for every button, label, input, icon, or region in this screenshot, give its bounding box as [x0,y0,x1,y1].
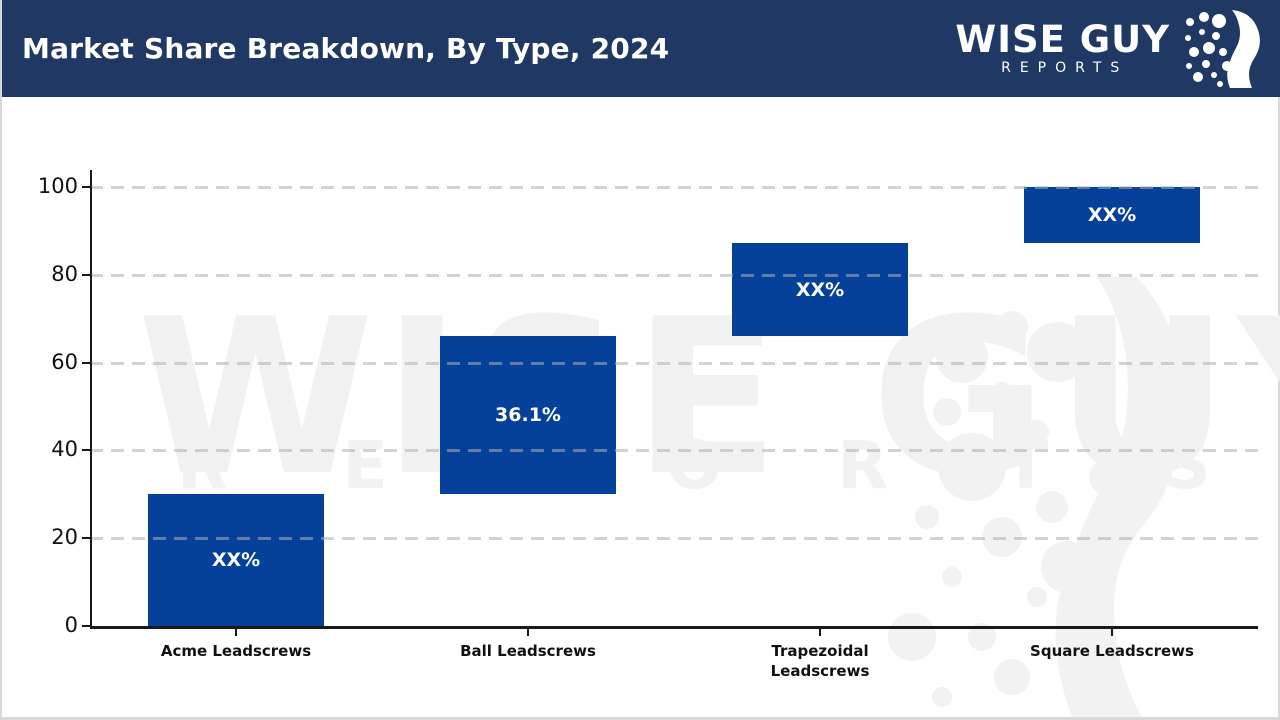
bar-value-label: XX% [211,549,261,572]
x-axis-category-label: Acme Leadscrews [160,642,312,660]
header-bar: Market Share Breakdown, By Type, 2024 WI… [2,0,1280,97]
y-axis-tick-mark [82,361,90,364]
waterfall-bar: 36.1% [440,335,616,495]
y-axis-tick-label: 60 [51,349,78,374]
gridline [90,449,1258,453]
brand-logo-face-icon [1185,10,1260,88]
y-axis-tick-mark [82,625,90,627]
y-axis-tick-mark [82,449,90,452]
waterfall-bar: XX% [732,243,908,336]
y-axis-tick-mark [82,273,90,276]
y-axis-tick-label: 40 [51,437,78,462]
x-axis-tick-mark [819,629,821,636]
chart-title: Market Share Breakdown, By Type, 2024 [22,32,670,65]
x-axis-category-label: Trapezoidal Leadscrews [770,642,870,680]
x-axis-tick-mark [1111,629,1113,636]
gridline [90,361,1258,365]
brand-logo-wiseguy: WISE GUY [955,18,1170,61]
y-axis-tick-label: 80 [51,261,78,286]
brand-logo-text: WISE GUY REPORTS [955,18,1170,77]
x-axis-tick-mark [235,629,237,636]
bar-value-label: 36.1% [495,404,561,427]
x-axis-category-label: Ball Leadscrews [460,642,596,660]
y-axis-tick-mark [82,537,90,540]
gridline [90,186,1258,189]
waterfall-bar: XX% [1024,187,1200,244]
brand-logo-reports: REPORTS [1001,60,1129,76]
bar-value-label: XX% [795,278,845,301]
bar-value-label: XX% [1087,204,1137,227]
x-axis-line [90,626,1258,629]
gridline [90,273,1258,277]
y-axis-tick-label: 20 [51,525,78,550]
waterfall-bar: XX% [148,494,324,626]
x-axis-tick-mark [527,629,529,636]
y-axis-tick-mark [82,186,90,188]
y-axis-line [90,170,92,628]
gridline [90,537,1258,541]
x-axis-category-label: Square Leadscrews [1030,642,1194,660]
y-axis-tick-label: 0 [64,613,78,637]
y-axis-tick-label: 100 [37,174,78,198]
brand-logo: WISE GUY REPORTS [955,8,1264,88]
